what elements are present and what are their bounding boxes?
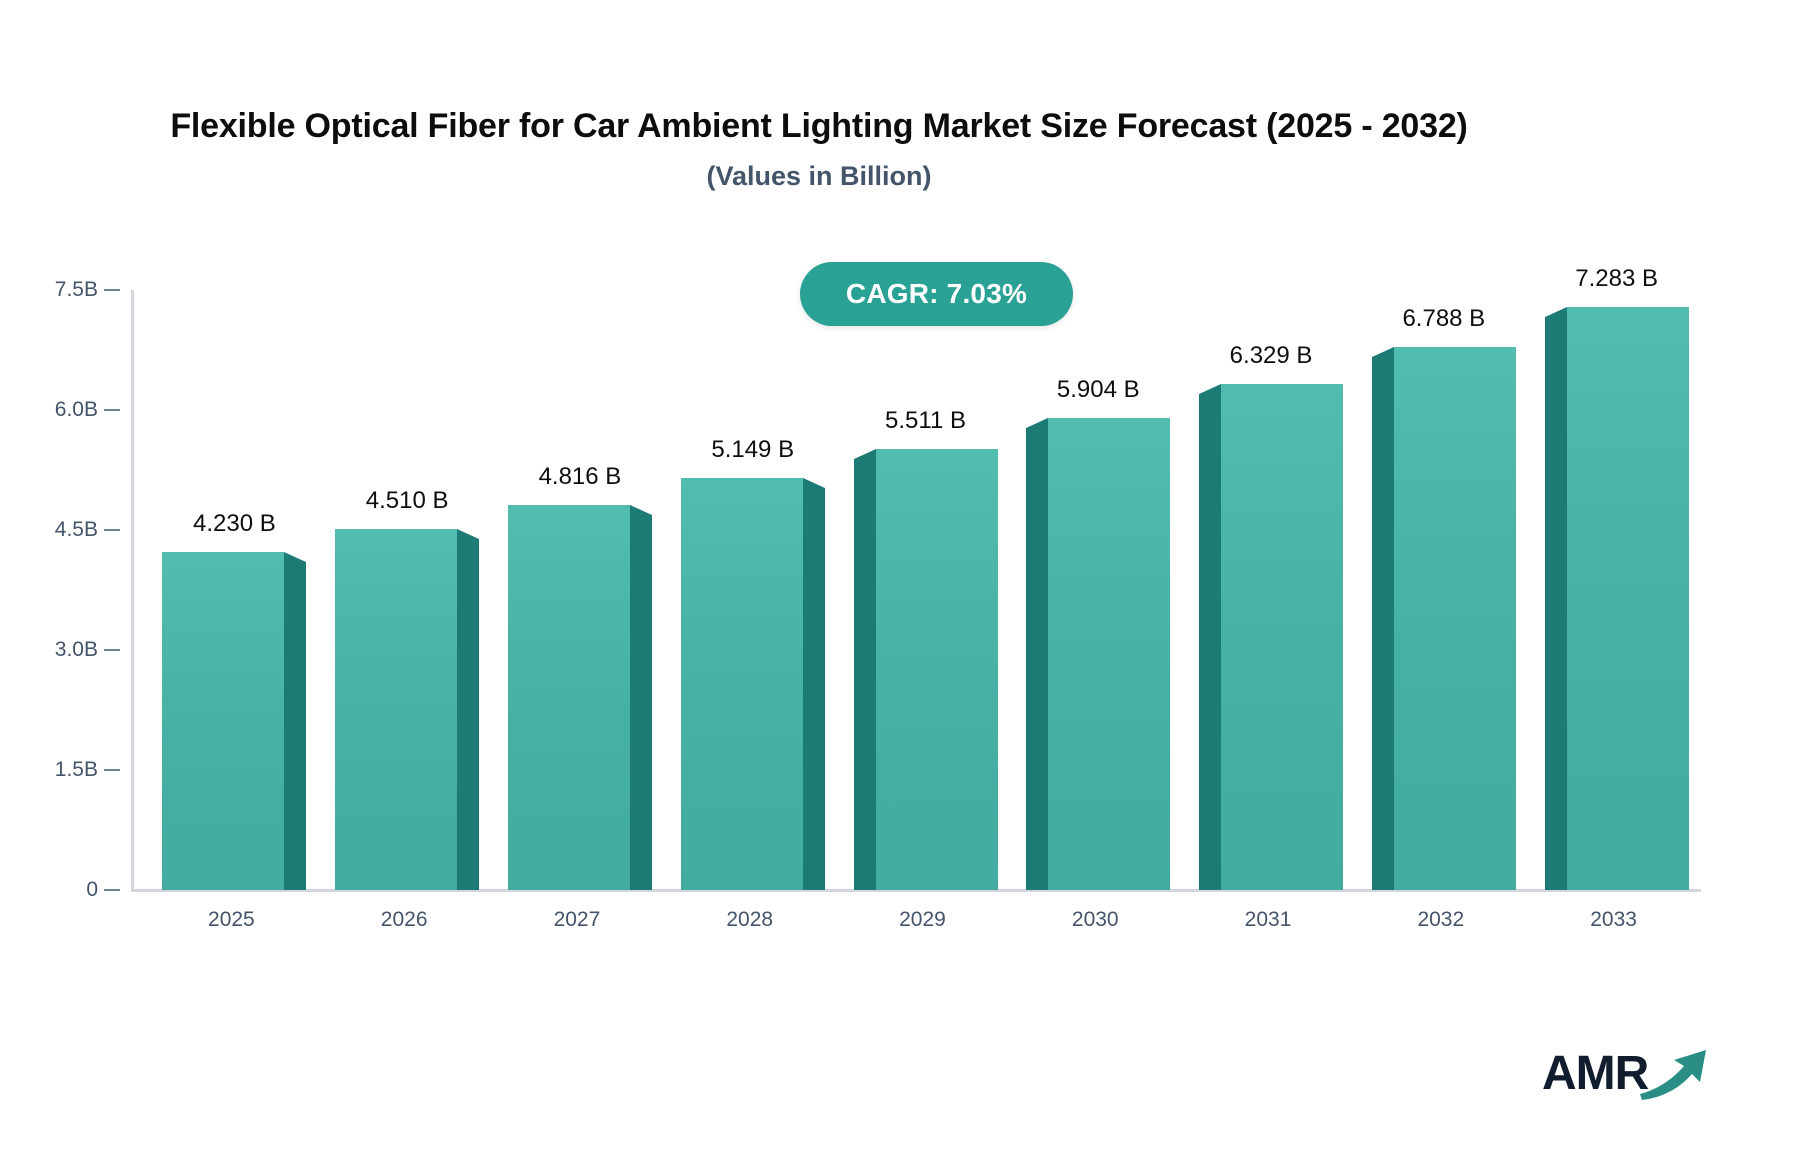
bar-value-label: 5.904 B — [1056, 375, 1140, 403]
x-axis-label-2031: 2031 — [1244, 908, 1292, 931]
bar-2029[interactable] — [853, 449, 998, 890]
y-axis-tick — [104, 889, 120, 891]
x-axis-label-2029: 2029 — [899, 908, 946, 931]
bar-2025[interactable] — [162, 551, 307, 890]
y-axis-tick — [104, 649, 120, 651]
bar-2028[interactable] — [680, 478, 825, 890]
bar-front-face — [1393, 346, 1516, 890]
amr-logo: AMR — [1542, 1042, 1712, 1112]
bar-side-face — [853, 459, 876, 890]
y-axis-label: 4.5B — [54, 518, 98, 541]
y-axis-tick — [104, 769, 120, 771]
bar-front-face — [1221, 383, 1344, 890]
bar-value-label: 5.511 B — [885, 407, 966, 435]
bar-top-bevel — [1371, 346, 1394, 357]
bar-top-bevel — [1199, 383, 1222, 394]
bar-top-bevel — [1544, 307, 1567, 318]
bar-side-face — [802, 488, 825, 890]
y-axis-label: 1.5B — [54, 758, 98, 781]
x-axis-label-2025: 2025 — [208, 908, 255, 931]
bar-side-face — [457, 539, 480, 890]
bar-front-face — [507, 504, 630, 890]
bar-top-bevel — [853, 449, 876, 460]
y-axis-label: 3.0B — [54, 638, 98, 661]
x-axis-label-2030: 2030 — [1071, 908, 1119, 931]
bar-value-label: 6.788 B — [1402, 304, 1486, 332]
y-axis-label: 0 — [86, 878, 98, 901]
bar-front-face — [1048, 417, 1171, 890]
page-title: Flexible Optical Fiber for Car Ambient L… — [170, 107, 1468, 145]
bar-2027[interactable] — [507, 504, 652, 890]
y-axis-tick — [104, 529, 120, 531]
x-axis-label-2033: 2033 — [1590, 908, 1637, 931]
bar-2031[interactable] — [1199, 383, 1344, 890]
bar-value-label: 6.329 B — [1229, 341, 1313, 369]
bar-top-bevel — [629, 504, 652, 515]
bar-2033[interactable] — [1544, 307, 1689, 890]
x-axis-label-2026: 2026 — [380, 908, 428, 931]
bar-side-face — [1026, 427, 1049, 890]
title-block: Flexible Optical Fiber for Car Ambient L… — [0, 107, 1638, 192]
bar-2032[interactable] — [1371, 346, 1516, 890]
x-axis-label-2027: 2027 — [553, 908, 601, 931]
bar-top-bevel — [284, 551, 307, 562]
bar-front-face — [335, 529, 458, 890]
x-axis-label-2032: 2032 — [1417, 908, 1465, 931]
bar-front-face — [1566, 307, 1689, 890]
y-axis-label: 6.0B — [54, 398, 98, 421]
amr-logo-text: AMR — [1542, 1047, 1649, 1100]
bar-value-label: 7.283 B — [1575, 265, 1658, 293]
y-axis-tick — [104, 289, 120, 291]
cagr-badge-label: CAGR: 7.03% — [845, 278, 1028, 309]
x-axis-line — [131, 889, 1701, 892]
x-axis-label-2028: 2028 — [726, 908, 774, 931]
bar-top-bevel — [457, 529, 480, 540]
chart-subtitle: (Values in Billion) — [706, 161, 932, 192]
bar-value-label: 4.816 B — [538, 462, 622, 490]
bar-side-face — [629, 514, 652, 890]
bar-top-bevel — [1026, 417, 1049, 428]
y-axis-line — [131, 290, 134, 890]
bar-front-face — [875, 449, 998, 890]
y-axis-tick — [104, 409, 120, 411]
bar-side-face — [1199, 393, 1222, 890]
bar-2026[interactable] — [335, 529, 480, 890]
cagr-badge: CAGR: 7.03% — [800, 262, 1073, 326]
bar-side-face — [1544, 317, 1567, 890]
bar-side-face — [1371, 356, 1394, 890]
bar-front-face — [162, 551, 285, 890]
bar-value-label: 4.510 B — [365, 487, 449, 515]
bar-top-bevel — [802, 478, 825, 489]
bar-side-face — [284, 561, 307, 890]
bar-2030[interactable] — [1026, 417, 1171, 890]
bar-value-label: 4.230 B — [193, 509, 276, 537]
y-axis-label: 7.5B — [54, 278, 98, 301]
growth-arrow-icon — [1640, 1050, 1706, 1100]
bar-front-face — [680, 478, 803, 890]
bar-value-label: 5.149 B — [711, 436, 795, 464]
